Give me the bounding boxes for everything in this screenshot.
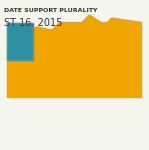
Text: DATE SUPPORT PLURALITY: DATE SUPPORT PLURALITY (4, 8, 98, 12)
Text: ST 16, 2015: ST 16, 2015 (4, 18, 63, 28)
Polygon shape (7, 15, 142, 98)
Polygon shape (7, 22, 33, 60)
